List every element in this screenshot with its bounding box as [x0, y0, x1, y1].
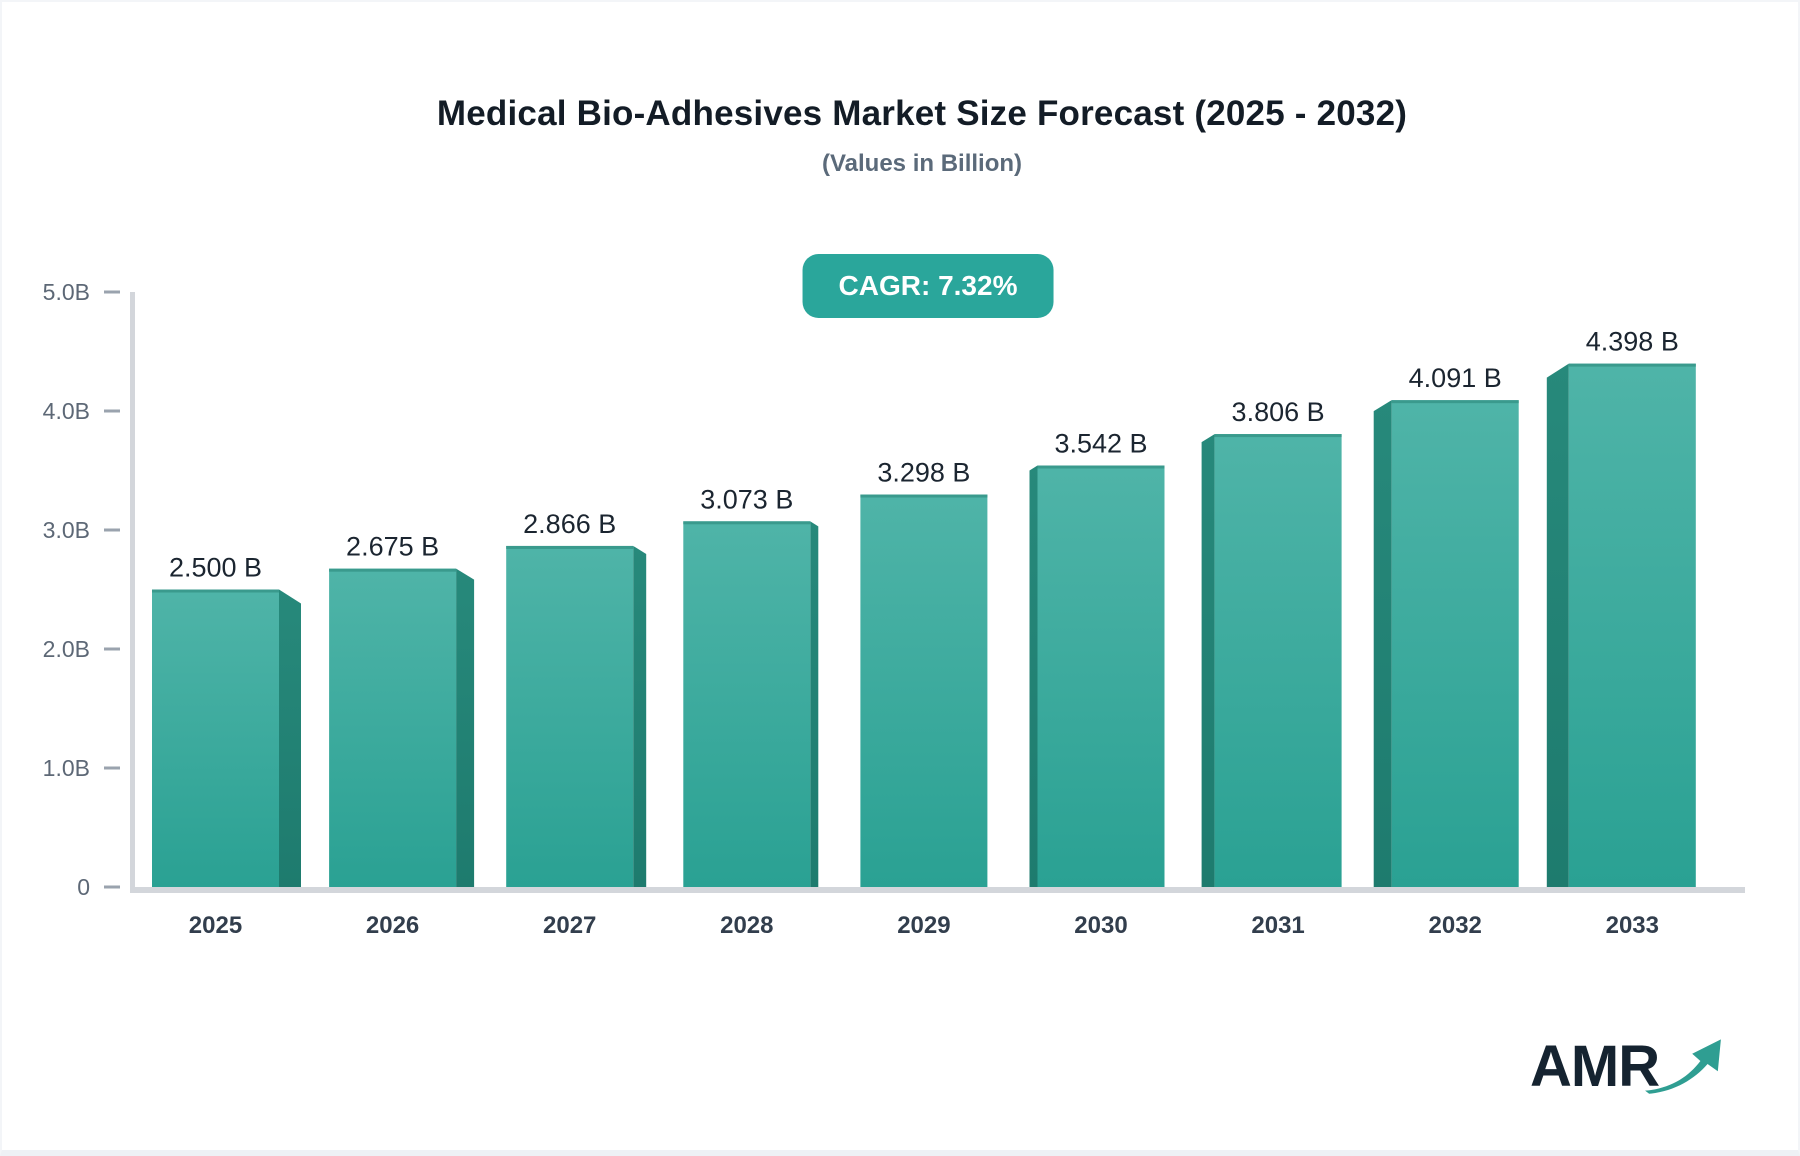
page-title: Medical Bio-Adhesives Market Size Foreca… — [436, 94, 1408, 133]
bar-side-2033 — [1546, 363, 1569, 887]
y-tick — [104, 885, 120, 889]
y-tick-label: 2.0B — [43, 636, 90, 662]
bar-side-2025 — [279, 589, 301, 887]
bar-side-2031 — [1201, 434, 1215, 887]
x-category-label-2027: 2027 — [543, 912, 596, 939]
bar-value-label-2028: 3.073 B — [700, 484, 793, 514]
amr-logo: AMR — [1530, 1032, 1725, 1096]
bar-top-edge-2025 — [152, 589, 279, 593]
y-tick — [104, 528, 120, 532]
y-axis-line — [130, 292, 135, 893]
bar-side-2032 — [1373, 400, 1392, 887]
bar-top-edge-2032 — [1391, 400, 1519, 404]
bar-top-edge-2031 — [1214, 434, 1342, 438]
y-tick-label: 1.0B — [43, 755, 90, 781]
bar-top-edge-2029 — [860, 494, 988, 498]
x-axis-line — [130, 887, 1745, 893]
bar-top-edge-2033 — [1568, 363, 1696, 367]
y-tick — [104, 647, 120, 651]
x-category-label-2032: 2032 — [1429, 912, 1482, 939]
bar-top-edge-2030 — [1037, 465, 1165, 469]
bar-2026 — [329, 568, 457, 887]
bar-value-label-2033: 4.398 B — [1586, 327, 1679, 357]
bar-2025 — [152, 589, 279, 887]
bar-2031 — [1214, 434, 1342, 887]
bar-value-label-2027: 2.866 B — [523, 509, 616, 539]
bar-value-label-2025: 2.500 B — [169, 553, 262, 583]
bar-top-edge-2026 — [329, 568, 457, 572]
bar-2030 — [1037, 465, 1165, 887]
x-category-label-2031: 2031 — [1251, 912, 1304, 939]
bar-value-label-2026: 2.675 B — [346, 532, 439, 562]
bar-value-label-2030: 3.542 B — [1054, 429, 1147, 459]
bar-side-2027 — [633, 545, 647, 887]
y-tick — [104, 766, 120, 770]
bar-top-edge-2028 — [683, 521, 811, 525]
bar-side-2026 — [456, 568, 475, 887]
growth-arrow-icon — [1645, 1039, 1721, 1094]
cagr-badge: CAGR: 7.32% — [802, 254, 1054, 318]
y-tick-label: 0 — [77, 874, 90, 900]
bar-value-label-2032: 4.091 B — [1409, 363, 1502, 393]
y-tick-label: 3.0B — [43, 517, 90, 543]
bar-2033 — [1568, 363, 1696, 887]
y-tick — [104, 409, 120, 413]
x-category-label-2025: 2025 — [189, 912, 242, 939]
x-category-label-2029: 2029 — [897, 912, 950, 939]
bar-2032 — [1391, 400, 1519, 887]
bar-2027 — [506, 545, 634, 887]
y-tick — [104, 290, 120, 294]
x-category-label-2030: 2030 — [1074, 912, 1127, 939]
bar-side-2030 — [1029, 465, 1038, 887]
bar-side-2028 — [810, 521, 819, 887]
bar-2029 — [860, 494, 988, 887]
x-category-label-2026: 2026 — [366, 912, 419, 939]
chart-subtitle: (Values in Billion) — [821, 150, 1023, 177]
x-category-label-2028: 2028 — [720, 912, 773, 939]
y-tick-label: 4.0B — [43, 398, 90, 424]
x-category-label-2033: 2033 — [1606, 912, 1659, 939]
bar-value-label-2031: 3.806 B — [1232, 397, 1325, 427]
bar-2028 — [683, 521, 811, 887]
logo-text: AMR — [1530, 1034, 1660, 1099]
bar-value-label-2029: 3.298 B — [877, 458, 970, 488]
y-tick-label: 5.0B — [43, 279, 90, 305]
bar-top-edge-2027 — [506, 545, 634, 549]
